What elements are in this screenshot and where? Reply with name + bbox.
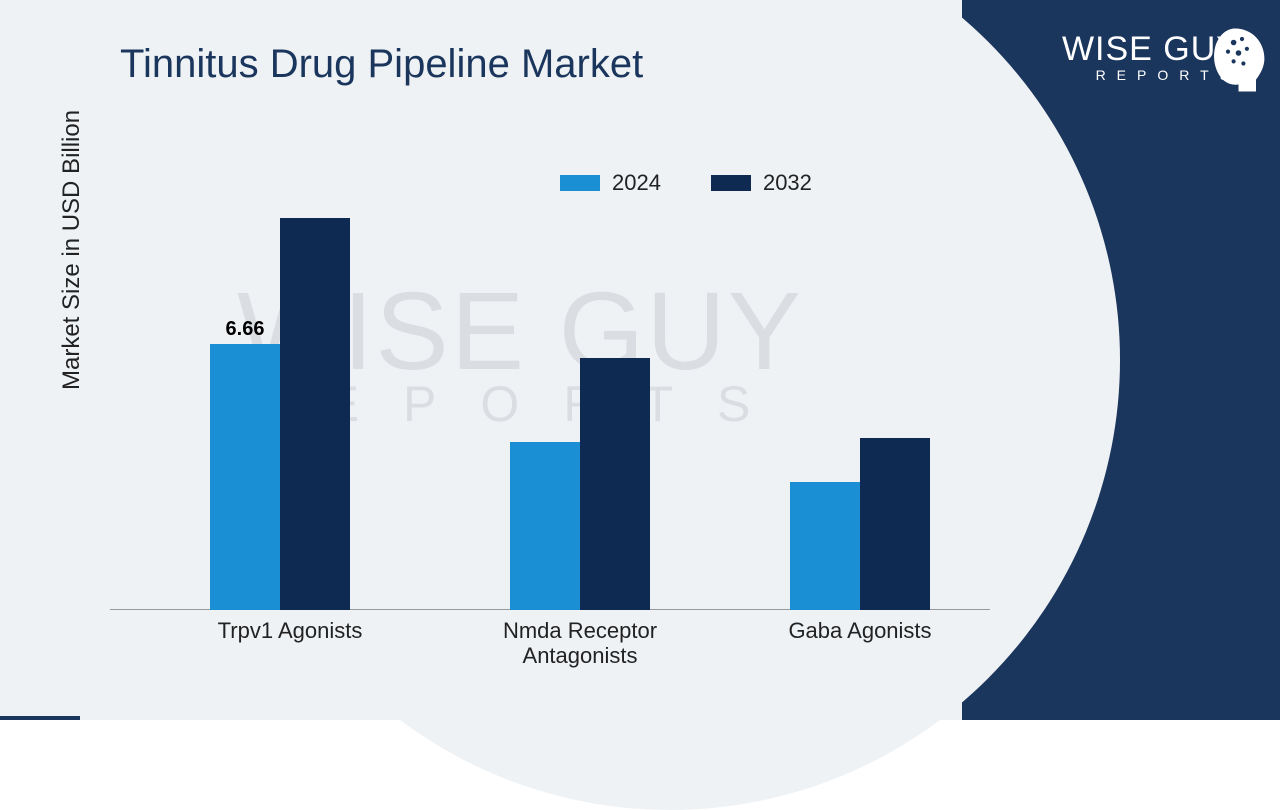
legend: 2024 2032 bbox=[560, 170, 812, 196]
brand-logo: WISE GUY REPORTS bbox=[1062, 30, 1240, 83]
chart-title: Tinnitus Drug Pipeline Market bbox=[120, 42, 643, 87]
bar bbox=[790, 482, 860, 610]
legend-label: 2024 bbox=[612, 170, 661, 196]
brain-head-icon bbox=[1200, 25, 1270, 95]
bar-group bbox=[510, 358, 650, 610]
legend-swatch bbox=[560, 175, 600, 191]
bar-group: 6.66 bbox=[210, 218, 350, 610]
y-axis-label: Market Size in USD Billion bbox=[58, 110, 86, 390]
bar bbox=[860, 438, 930, 610]
bar-group bbox=[790, 438, 930, 610]
legend-item: 2024 bbox=[560, 170, 661, 196]
bottom-accent-bar bbox=[0, 716, 80, 720]
x-tick-label: Trpv1 Agonists bbox=[190, 618, 390, 643]
x-tick-label: Nmda Receptor Antagonists bbox=[480, 618, 680, 669]
legend-item: 2032 bbox=[711, 170, 812, 196]
plot-area: 6.66 bbox=[110, 210, 990, 610]
bar bbox=[280, 218, 350, 610]
legend-swatch bbox=[711, 175, 751, 191]
bar bbox=[510, 442, 580, 610]
bar bbox=[580, 358, 650, 610]
bar-value-label: 6.66 bbox=[210, 318, 280, 341]
legend-label: 2032 bbox=[763, 170, 812, 196]
x-tick-label: Gaba Agonists bbox=[760, 618, 960, 643]
bar: 6.66 bbox=[210, 344, 280, 610]
